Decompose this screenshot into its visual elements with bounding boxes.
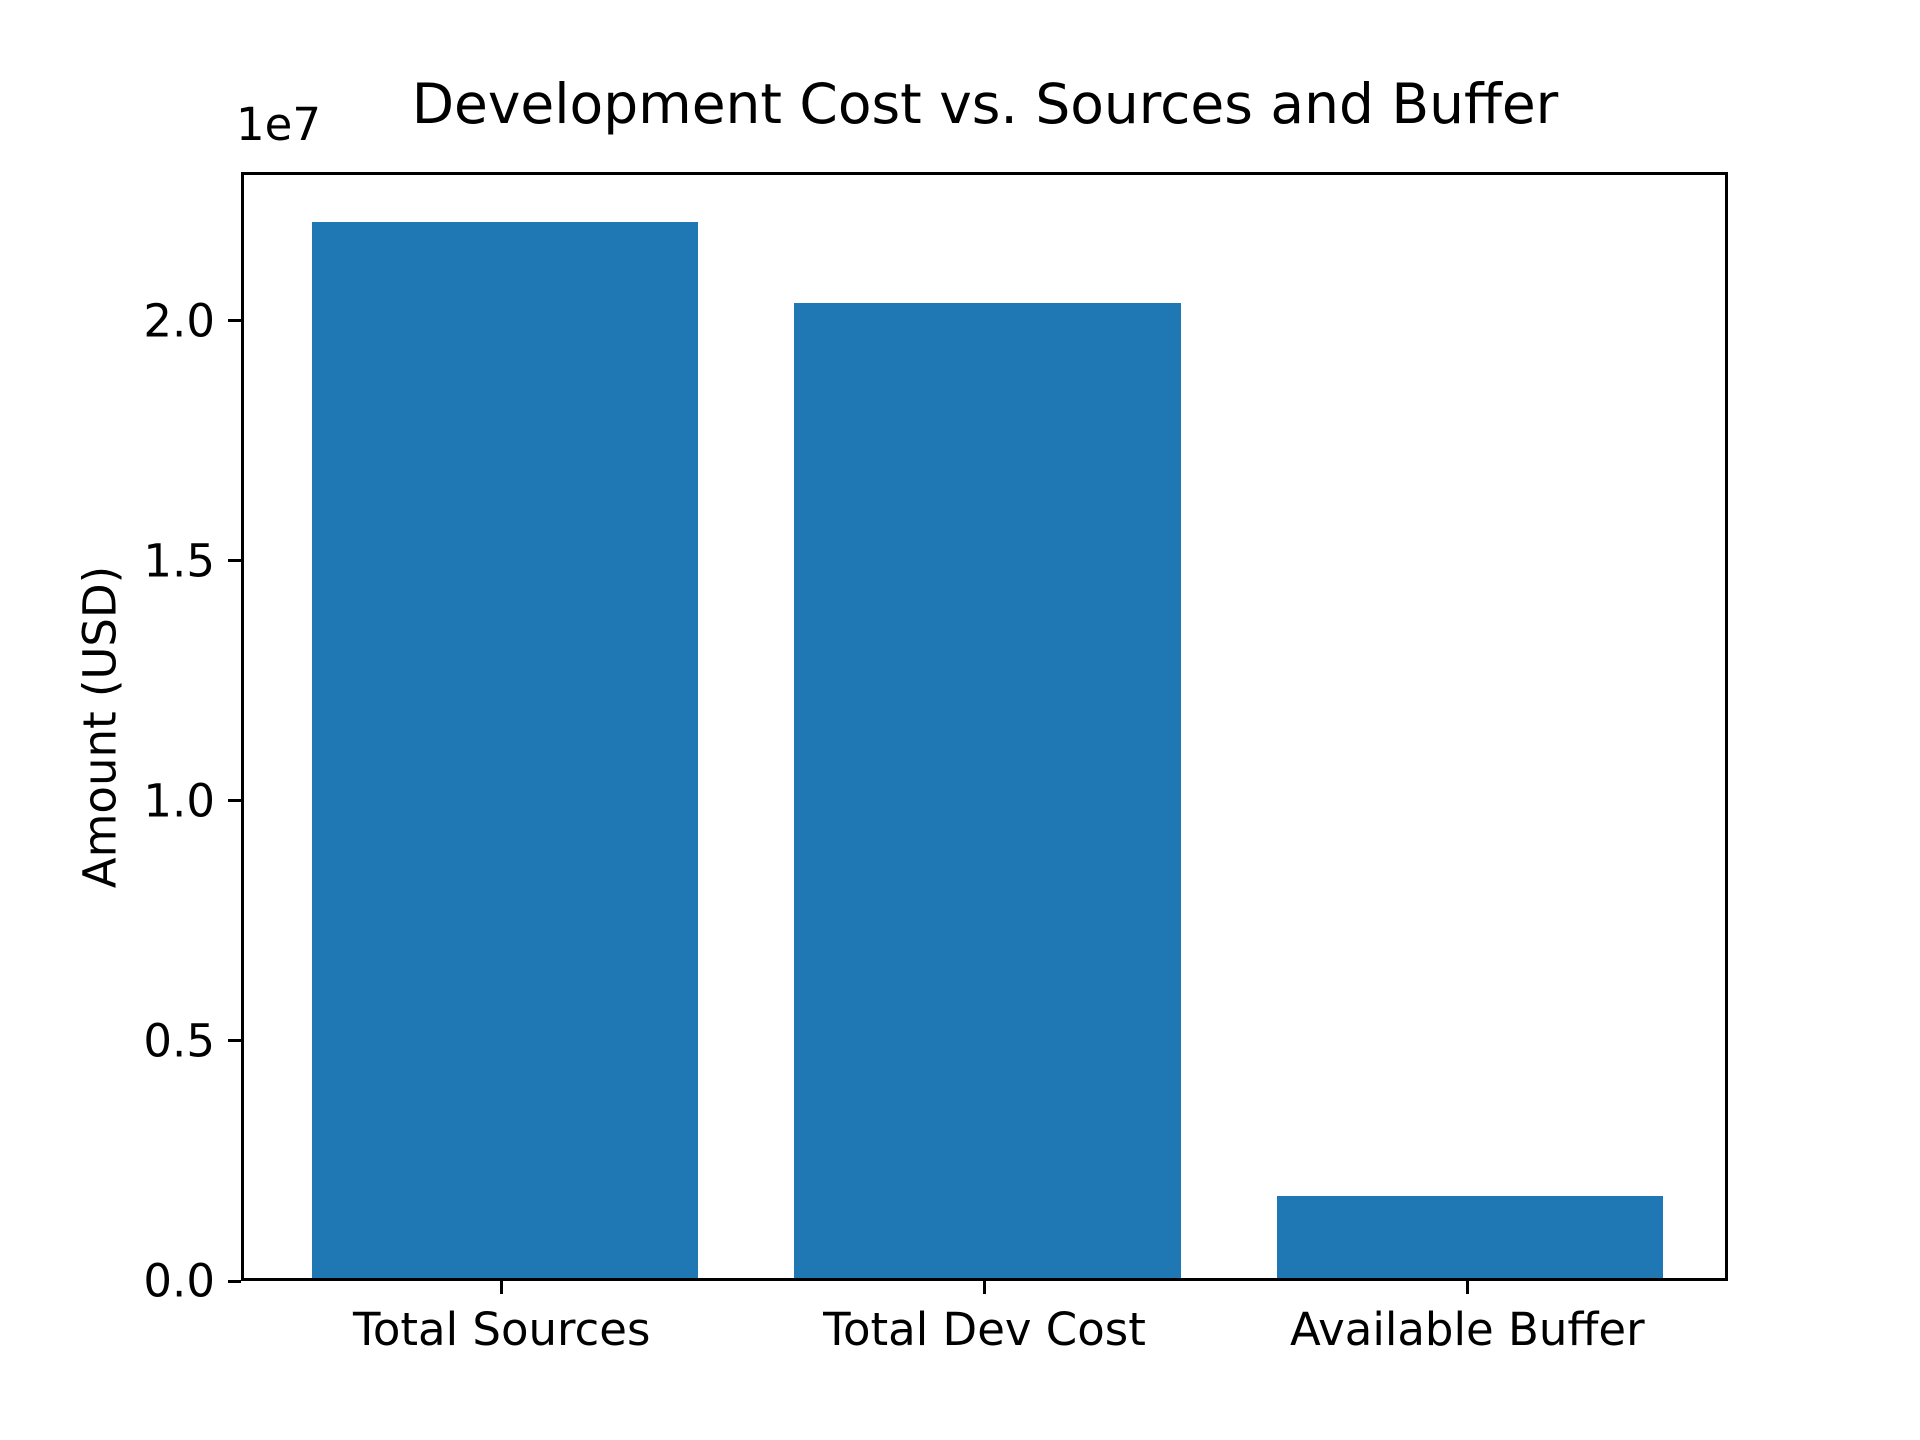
chart-title: Development Cost vs. Sources and Buffer [411,72,1559,136]
bar-available-buffer [1277,1196,1664,1278]
y-axis-offset-text: 1e7 [236,98,321,151]
y-axis-label: Amount (USD) [73,565,127,889]
x-tick-label: Available Buffer [1289,1303,1645,1356]
y-tick-mark [228,319,241,323]
x-tick-label: Total Sources [353,1303,651,1356]
bar-total-sources [311,221,698,1278]
y-tick-label: 0.5 [143,1014,215,1068]
x-tick-label: Total Dev Cost [823,1303,1146,1356]
y-tick-label: 1.5 [143,534,215,588]
y-tick-mark [228,559,241,563]
bar-total-dev-cost [794,303,1181,1278]
y-tick-mark [228,1279,241,1283]
x-tick-mark [983,1281,986,1294]
plot-area [241,172,1728,1281]
y-tick-label: 0.0 [143,1254,215,1308]
x-tick-mark [500,1281,504,1294]
y-tick-mark [228,1039,241,1043]
y-tick-mark [228,799,241,803]
y-tick-label: 1.0 [143,774,215,828]
y-tick-label: 2.0 [143,294,215,348]
x-tick-mark [1465,1281,1469,1294]
